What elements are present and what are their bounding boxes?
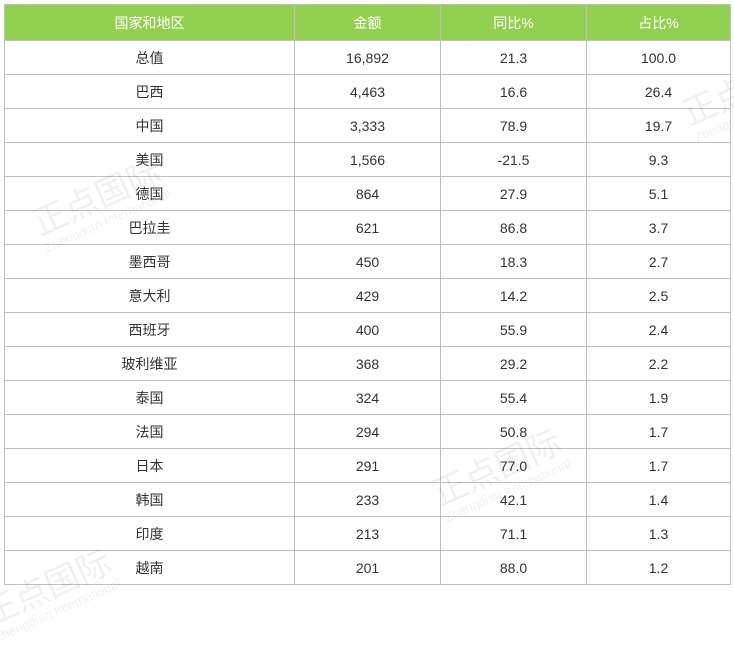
cell-region: 德国 bbox=[5, 177, 295, 211]
cell-share: 1.3 bbox=[587, 517, 731, 551]
table-row: 意大利42914.22.5 bbox=[5, 279, 731, 313]
cell-region: 泰国 bbox=[5, 381, 295, 415]
table-row: 泰国32455.41.9 bbox=[5, 381, 731, 415]
cell-share: 1.7 bbox=[587, 415, 731, 449]
cell-amount: 16,892 bbox=[295, 41, 441, 75]
cell-amount: 213 bbox=[295, 517, 441, 551]
cell-amount: 294 bbox=[295, 415, 441, 449]
cell-region: 印度 bbox=[5, 517, 295, 551]
cell-yoy: 29.2 bbox=[441, 347, 587, 381]
cell-amount: 429 bbox=[295, 279, 441, 313]
cell-yoy: 86.8 bbox=[441, 211, 587, 245]
cell-share: 2.2 bbox=[587, 347, 731, 381]
cell-region: 巴拉圭 bbox=[5, 211, 295, 245]
cell-share: 5.1 bbox=[587, 177, 731, 211]
cell-yoy: 16.6 bbox=[441, 75, 587, 109]
table-row: 总值16,89221.3100.0 bbox=[5, 41, 731, 75]
cell-yoy: 14.2 bbox=[441, 279, 587, 313]
cell-region: 韩国 bbox=[5, 483, 295, 517]
cell-share: 19.7 bbox=[587, 109, 731, 143]
header-amount: 金额 bbox=[295, 5, 441, 41]
cell-yoy: 42.1 bbox=[441, 483, 587, 517]
cell-yoy: 27.9 bbox=[441, 177, 587, 211]
cell-region: 墨西哥 bbox=[5, 245, 295, 279]
table-row: 中国3,33378.919.7 bbox=[5, 109, 731, 143]
cell-share: 26.4 bbox=[587, 75, 731, 109]
table-row: 印度21371.11.3 bbox=[5, 517, 731, 551]
cell-amount: 400 bbox=[295, 313, 441, 347]
watermark-en: Zhengdian International bbox=[0, 576, 123, 645]
table-row: 韩国23342.11.4 bbox=[5, 483, 731, 517]
table-row: 德国86427.95.1 bbox=[5, 177, 731, 211]
cell-yoy: 77.0 bbox=[441, 449, 587, 483]
cell-yoy: 50.8 bbox=[441, 415, 587, 449]
cell-amount: 233 bbox=[295, 483, 441, 517]
cell-share: 100.0 bbox=[587, 41, 731, 75]
cell-region: 巴西 bbox=[5, 75, 295, 109]
cell-share: 1.9 bbox=[587, 381, 731, 415]
cell-yoy: 18.3 bbox=[441, 245, 587, 279]
cell-yoy: 55.4 bbox=[441, 381, 587, 415]
cell-region: 日本 bbox=[5, 449, 295, 483]
cell-region: 越南 bbox=[5, 551, 295, 585]
cell-amount: 201 bbox=[295, 551, 441, 585]
cell-amount: 291 bbox=[295, 449, 441, 483]
cell-amount: 621 bbox=[295, 211, 441, 245]
cell-amount: 4,463 bbox=[295, 75, 441, 109]
cell-region: 中国 bbox=[5, 109, 295, 143]
cell-region: 法国 bbox=[5, 415, 295, 449]
table-row: 玻利维亚36829.22.2 bbox=[5, 347, 731, 381]
cell-share: 2.5 bbox=[587, 279, 731, 313]
cell-region: 总值 bbox=[5, 41, 295, 75]
table-header: 国家和地区 金额 同比% 占比% bbox=[5, 5, 731, 41]
cell-yoy: 78.9 bbox=[441, 109, 587, 143]
header-yoy: 同比% bbox=[441, 5, 587, 41]
cell-yoy: 88.0 bbox=[441, 551, 587, 585]
header-region: 国家和地区 bbox=[5, 5, 295, 41]
cell-amount: 324 bbox=[295, 381, 441, 415]
cell-region: 美国 bbox=[5, 143, 295, 177]
table-row: 美国1,566-21.59.3 bbox=[5, 143, 731, 177]
cell-share: 2.4 bbox=[587, 313, 731, 347]
table-row: 西班牙40055.92.4 bbox=[5, 313, 731, 347]
table-row: 巴拉圭62186.83.7 bbox=[5, 211, 731, 245]
cell-region: 西班牙 bbox=[5, 313, 295, 347]
cell-region: 玻利维亚 bbox=[5, 347, 295, 381]
cell-amount: 450 bbox=[295, 245, 441, 279]
cell-yoy: 21.3 bbox=[441, 41, 587, 75]
cell-amount: 368 bbox=[295, 347, 441, 381]
table-row: 墨西哥45018.32.7 bbox=[5, 245, 731, 279]
table-row: 越南20188.01.2 bbox=[5, 551, 731, 585]
table-row: 巴西4,46316.626.4 bbox=[5, 75, 731, 109]
cell-share: 1.4 bbox=[587, 483, 731, 517]
cell-share: 9.3 bbox=[587, 143, 731, 177]
table-row: 法国29450.81.7 bbox=[5, 415, 731, 449]
cell-share: 2.7 bbox=[587, 245, 731, 279]
cell-region: 意大利 bbox=[5, 279, 295, 313]
header-row: 国家和地区 金额 同比% 占比% bbox=[5, 5, 731, 41]
header-share: 占比% bbox=[587, 5, 731, 41]
cell-yoy: 55.9 bbox=[441, 313, 587, 347]
cell-amount: 864 bbox=[295, 177, 441, 211]
data-table: 国家和地区 金额 同比% 占比% 总值16,89221.3100.0巴西4,46… bbox=[4, 4, 731, 585]
cell-share: 1.7 bbox=[587, 449, 731, 483]
cell-yoy: 71.1 bbox=[441, 517, 587, 551]
cell-share: 3.7 bbox=[587, 211, 731, 245]
cell-share: 1.2 bbox=[587, 551, 731, 585]
cell-amount: 1,566 bbox=[295, 143, 441, 177]
table-row: 日本29177.01.7 bbox=[5, 449, 731, 483]
cell-amount: 3,333 bbox=[295, 109, 441, 143]
cell-yoy: -21.5 bbox=[441, 143, 587, 177]
table-body: 总值16,89221.3100.0巴西4,46316.626.4中国3,3337… bbox=[5, 41, 731, 585]
